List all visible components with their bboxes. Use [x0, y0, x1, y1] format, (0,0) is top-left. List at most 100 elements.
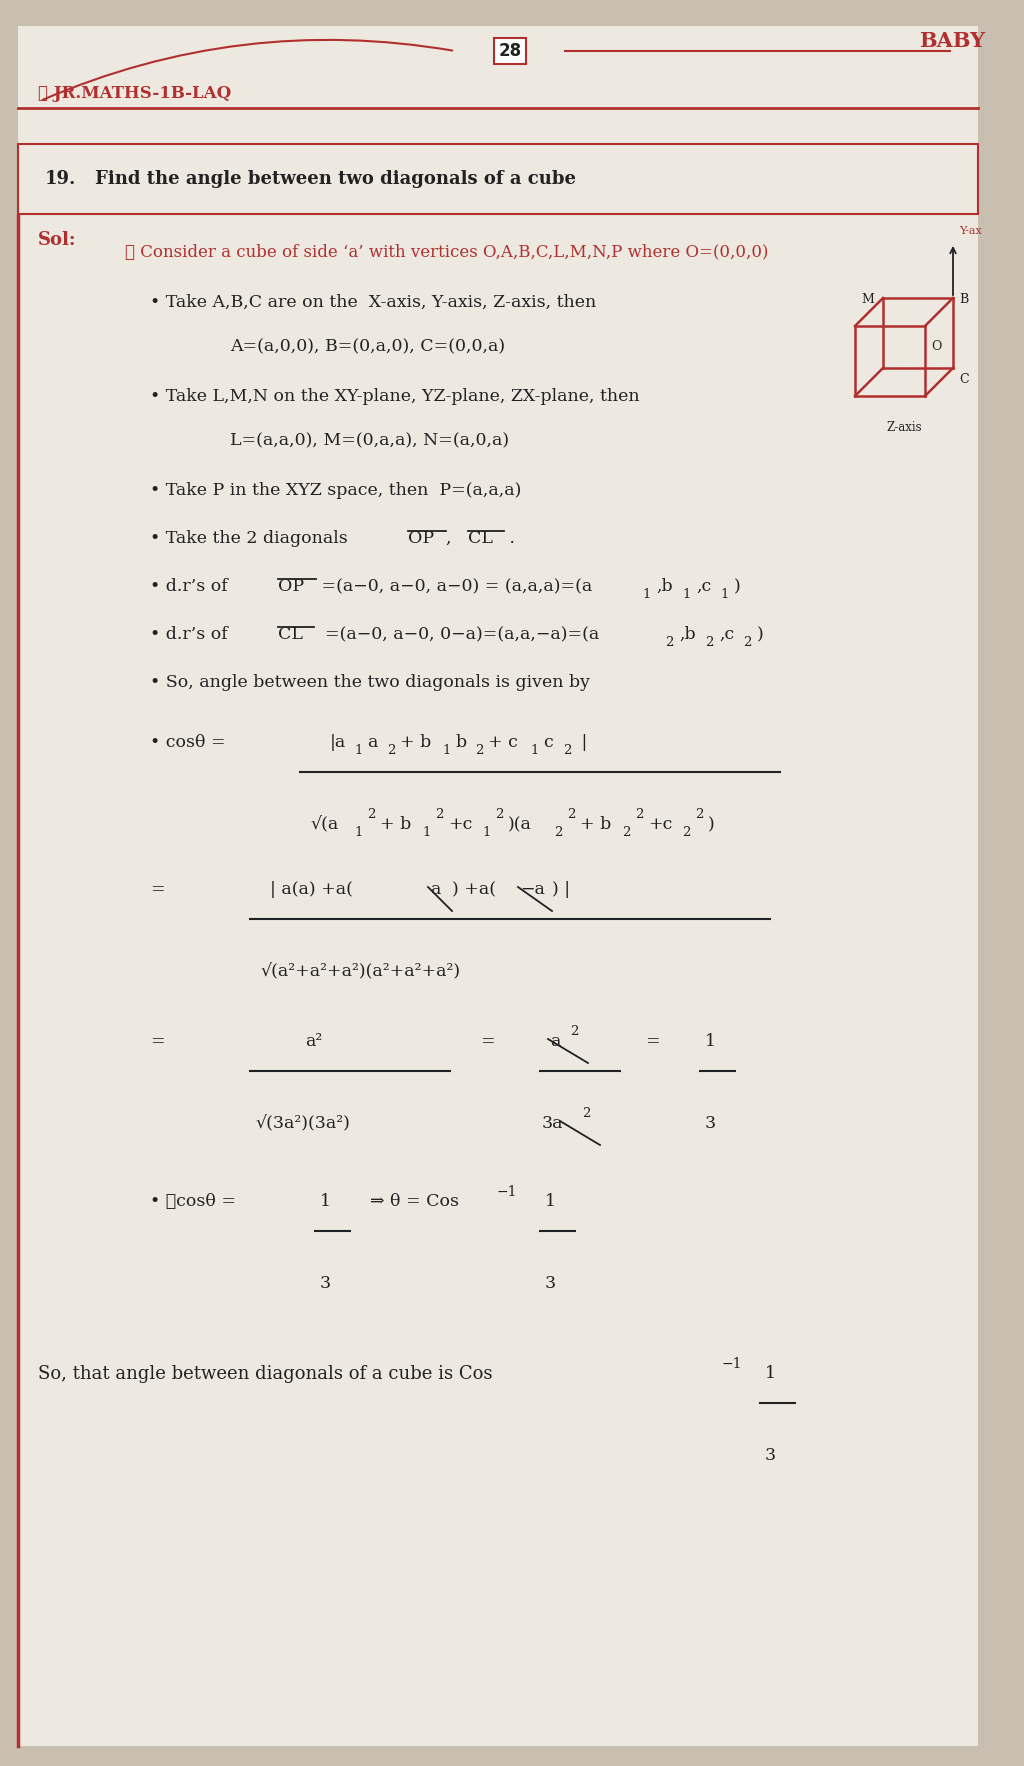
Text: ,b: ,b — [656, 577, 673, 595]
Text: =: = — [150, 881, 165, 897]
Text: M: M — [861, 293, 873, 306]
Text: C: C — [959, 373, 969, 387]
Text: + b: + b — [400, 735, 431, 751]
Text: |a: |a — [330, 735, 346, 751]
Text: √(a: √(a — [310, 816, 338, 834]
Text: 1: 1 — [319, 1194, 331, 1210]
Text: • So, angle between the two diagonals is given by: • So, angle between the two diagonals is… — [150, 675, 590, 691]
Text: 3: 3 — [705, 1114, 716, 1132]
Text: 3: 3 — [545, 1275, 556, 1293]
Text: B: B — [959, 293, 969, 306]
Text: ★ Consider a cube of side ‘a’ with vertices O,A,B,C,L,M,N,P where O=(0,0,0): ★ Consider a cube of side ‘a’ with verti… — [125, 244, 768, 261]
Text: ,: , — [446, 530, 457, 547]
Text: Y-ax: Y-ax — [959, 226, 982, 237]
Text: ,c: ,c — [696, 577, 712, 595]
Text: 2: 2 — [367, 809, 376, 821]
Text: +c: +c — [449, 816, 472, 834]
Text: 1: 1 — [720, 588, 728, 600]
Text: • d.r’s of: • d.r’s of — [150, 625, 233, 643]
Text: • cosθ =: • cosθ = — [150, 735, 225, 751]
Text: −1: −1 — [722, 1356, 742, 1370]
Text: Z-axis: Z-axis — [886, 420, 922, 434]
Text: +c: +c — [648, 816, 673, 834]
Text: 2: 2 — [622, 826, 631, 839]
Text: 1: 1 — [642, 588, 650, 600]
Text: 28: 28 — [499, 42, 521, 60]
Text: =(a−0, a−0, a−0) = (a,a,a)=(a: =(a−0, a−0, a−0) = (a,a,a)=(a — [316, 577, 592, 595]
Text: 2: 2 — [743, 636, 752, 648]
Text: Find the angle between two diagonals of a cube: Find the angle between two diagonals of … — [95, 170, 575, 187]
Text: a: a — [430, 881, 440, 897]
Text: + b: + b — [380, 816, 412, 834]
Text: 2: 2 — [682, 826, 690, 839]
Text: ★ JR.MATHS-1B-LAQ: ★ JR.MATHS-1B-LAQ — [38, 85, 231, 101]
Text: 2: 2 — [705, 636, 714, 648]
Text: 1: 1 — [705, 1033, 716, 1051]
Text: 1: 1 — [482, 826, 490, 839]
Text: −a: −a — [520, 881, 545, 897]
Text: 1: 1 — [442, 743, 451, 758]
Text: 1: 1 — [765, 1365, 776, 1383]
Text: ): ) — [734, 577, 740, 595]
Text: L=(a,a,0), M=(0,a,a), N=(a,0,a): L=(a,a,0), M=(0,a,a), N=(a,0,a) — [230, 433, 509, 449]
Text: 2: 2 — [495, 809, 504, 821]
Text: ⇒ θ = Cos: ⇒ θ = Cos — [370, 1194, 459, 1210]
Text: + b: + b — [580, 816, 611, 834]
Text: −1: −1 — [497, 1185, 517, 1199]
Text: 1: 1 — [545, 1194, 556, 1210]
Text: 2: 2 — [635, 809, 643, 821]
Text: 3a: 3a — [542, 1114, 563, 1132]
Text: 19.: 19. — [45, 170, 77, 187]
Text: 1: 1 — [422, 826, 430, 839]
Text: 3: 3 — [765, 1446, 776, 1464]
Text: 2: 2 — [665, 636, 674, 648]
Text: • Take L,M,N on the XY-plane, YZ-plane, ZX-plane, then: • Take L,M,N on the XY-plane, YZ-plane, … — [150, 389, 640, 404]
Text: =(a−0, a−0, 0−a)=(a,a,−a)=(a: =(a−0, a−0, 0−a)=(a,a,−a)=(a — [314, 625, 599, 643]
Text: ) +a(: ) +a( — [452, 881, 496, 897]
Text: c: c — [543, 735, 553, 751]
Text: 1: 1 — [682, 588, 690, 600]
Text: ) |: ) | — [552, 881, 570, 897]
Text: 1: 1 — [530, 743, 539, 758]
Text: Sol:: Sol: — [38, 231, 77, 249]
Text: =: = — [645, 1033, 659, 1051]
Text: 2: 2 — [563, 743, 571, 758]
Text: a: a — [550, 1033, 560, 1051]
Text: OP: OP — [278, 577, 304, 595]
Text: )(a: )(a — [508, 816, 531, 834]
Text: 2: 2 — [570, 1024, 579, 1038]
Text: • Take P in the XYZ space, then  P=(a,a,a): • Take P in the XYZ space, then P=(a,a,a… — [150, 482, 521, 500]
Text: 1: 1 — [354, 826, 362, 839]
Text: 1: 1 — [354, 743, 362, 758]
Text: .: . — [504, 530, 515, 547]
Text: 2: 2 — [435, 809, 443, 821]
Text: 2: 2 — [475, 743, 483, 758]
Text: √(3a²)(3a²): √(3a²)(3a²) — [255, 1114, 350, 1132]
Text: | a(a) +a(: | a(a) +a( — [270, 881, 353, 897]
Text: OP: OP — [408, 530, 434, 547]
Text: CL: CL — [468, 530, 493, 547]
Text: 2: 2 — [387, 743, 395, 758]
Text: 2: 2 — [567, 809, 575, 821]
Text: O: O — [931, 341, 941, 353]
Text: ): ) — [757, 625, 764, 643]
Text: a: a — [367, 735, 378, 751]
Text: • ∴cosθ =: • ∴cosθ = — [150, 1194, 236, 1210]
Text: • d.r’s of: • d.r’s of — [150, 577, 233, 595]
Text: ,b: ,b — [679, 625, 695, 643]
Text: b: b — [455, 735, 466, 751]
Text: • Take the 2 diagonals: • Take the 2 diagonals — [150, 530, 353, 547]
Text: So, that angle between diagonals of a cube is Cos: So, that angle between diagonals of a cu… — [38, 1365, 493, 1383]
Text: √(a²+a²+a²)(a²+a²+a²): √(a²+a²+a²)(a²+a²+a²) — [260, 962, 460, 980]
Text: • Take A,B,C are on the  X-axis, Y-axis, Z-axis, then: • Take A,B,C are on the X-axis, Y-axis, … — [150, 293, 596, 311]
Text: =: = — [480, 1033, 495, 1051]
Text: BABY: BABY — [919, 32, 985, 51]
Text: ): ) — [708, 816, 715, 834]
Text: 2: 2 — [582, 1107, 591, 1120]
FancyBboxPatch shape — [18, 26, 978, 1747]
Text: 2: 2 — [554, 826, 562, 839]
Text: 2: 2 — [695, 809, 703, 821]
Text: |: | — [575, 735, 588, 751]
Text: a²: a² — [305, 1033, 323, 1051]
Text: ,c: ,c — [719, 625, 734, 643]
